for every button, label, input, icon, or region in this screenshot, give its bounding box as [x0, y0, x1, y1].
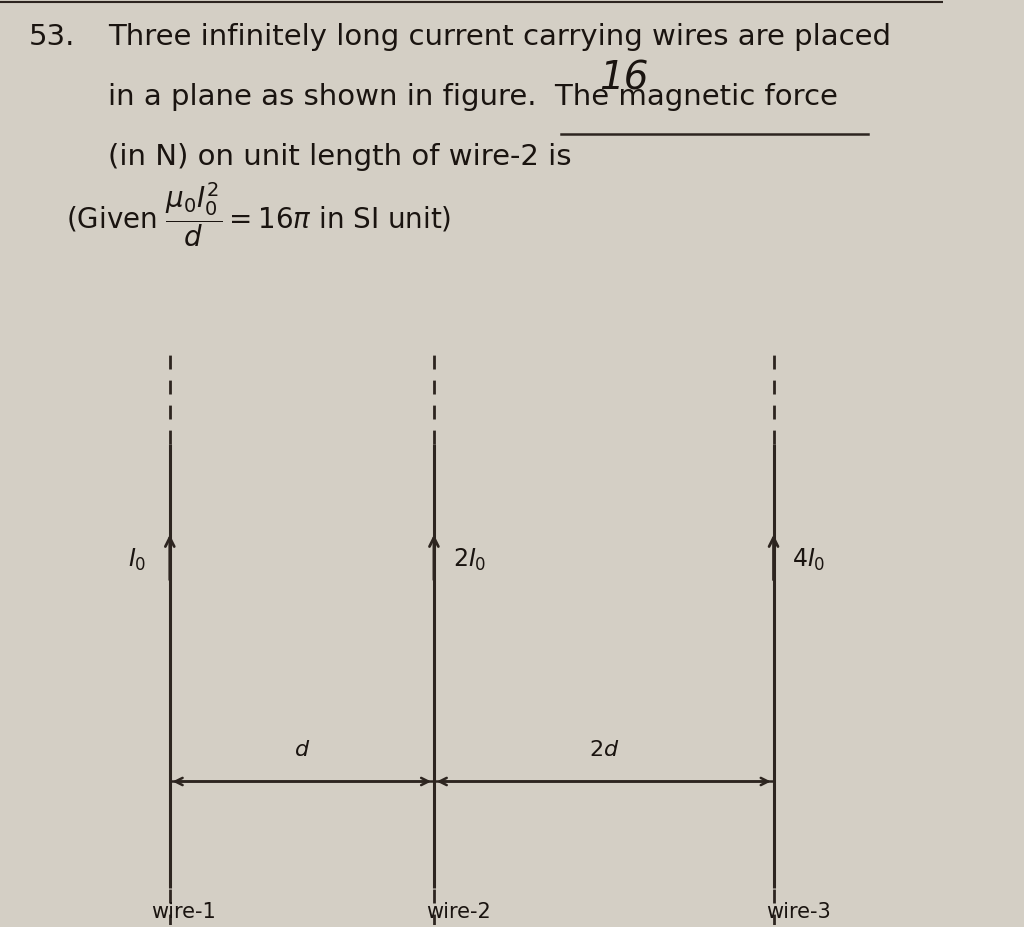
- Text: (Given $\dfrac{\mu_0 I_0^2}{d} = 16\pi$ in SI unit): (Given $\dfrac{\mu_0 I_0^2}{d} = 16\pi$ …: [66, 181, 452, 249]
- Text: 53.: 53.: [29, 23, 75, 51]
- Text: $I_0$: $I_0$: [128, 546, 146, 573]
- Text: $4I_0$: $4I_0$: [793, 546, 825, 573]
- Text: (in N) on unit length of wire-2 is: (in N) on unit length of wire-2 is: [109, 144, 572, 171]
- Text: wire-3: wire-3: [766, 902, 830, 921]
- Text: $2d$: $2d$: [589, 739, 618, 761]
- Text: 16: 16: [599, 59, 648, 97]
- Text: wire-1: wire-1: [151, 902, 216, 921]
- Text: wire-2: wire-2: [426, 902, 492, 921]
- Text: Three infinitely long current carrying wires are placed: Three infinitely long current carrying w…: [109, 23, 892, 51]
- Text: in a plane as shown in figure.  The magnetic force: in a plane as shown in figure. The magne…: [109, 83, 839, 111]
- Text: $d$: $d$: [294, 739, 310, 761]
- Text: $2I_0$: $2I_0$: [453, 546, 486, 573]
